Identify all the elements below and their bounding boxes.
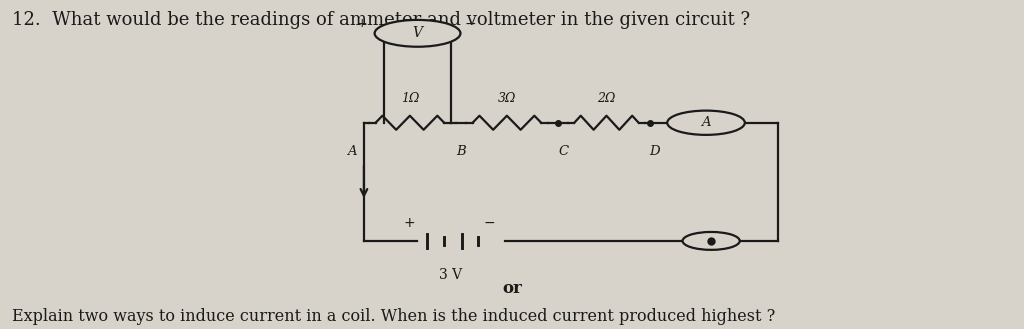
Text: −: − (465, 17, 476, 31)
Circle shape (683, 232, 739, 250)
Text: +: + (357, 17, 368, 30)
Text: 12.  What would be the readings of ammeter and voltmeter in the given circuit ?: 12. What would be the readings of ammete… (11, 11, 750, 29)
Text: Explain two ways to induce current in a coil. When is the induced current produc: Explain two ways to induce current in a … (11, 308, 775, 325)
Text: −: − (483, 216, 496, 230)
Text: 1Ω: 1Ω (400, 92, 419, 105)
Text: 3 V: 3 V (439, 268, 462, 282)
Text: B: B (456, 145, 466, 158)
Text: A: A (701, 116, 711, 129)
Text: A: A (347, 145, 356, 158)
Text: D: D (649, 145, 660, 158)
Circle shape (375, 20, 461, 47)
Text: 3Ω: 3Ω (498, 92, 516, 105)
Text: 2Ω: 2Ω (597, 92, 615, 105)
Text: or: or (502, 280, 522, 297)
Text: V: V (413, 26, 423, 40)
Text: C: C (558, 145, 568, 158)
Text: +: + (403, 216, 415, 230)
Circle shape (668, 111, 744, 135)
